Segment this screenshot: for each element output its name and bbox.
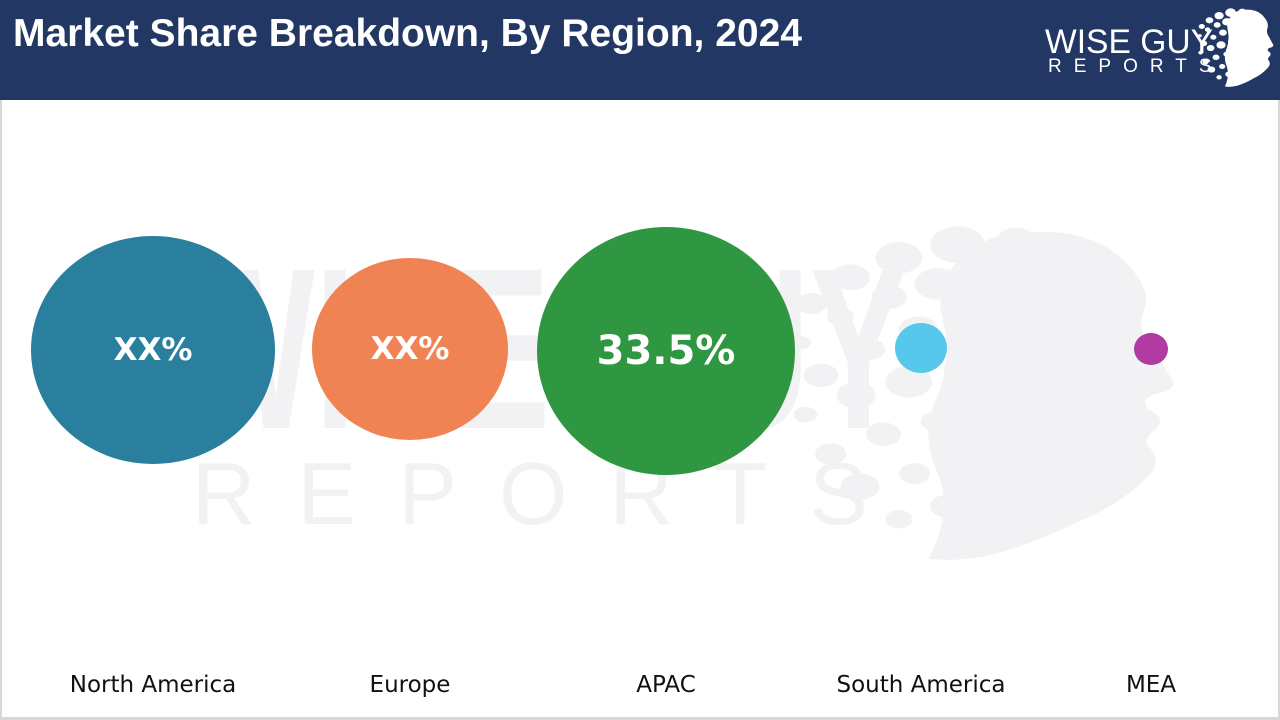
watermark-tagline: REPORTS — [192, 444, 910, 543]
category-label-mea: MEA — [1125, 672, 1177, 698]
category-label-south-america: South America — [836, 672, 1006, 698]
bubble-south-america — [895, 323, 947, 373]
bubble-value-label: 33.5% — [596, 328, 736, 374]
bubble-mea — [1134, 333, 1168, 365]
bubble-apac: 33.5% — [537, 227, 795, 475]
header-bar: Market Share Breakdown, By Region, 2024 … — [0, 0, 1280, 100]
wiseguy-logo: WISE GUY REPORTS — [1045, 8, 1274, 87]
chart-canvas: WISE GUY REPORTS XX%XX%33.5% North Ameri… — [0, 100, 1280, 720]
bubble-value-label: XX% — [370, 331, 450, 367]
bubble-europe: XX% — [312, 258, 508, 440]
bubble-north-america: XX% — [31, 236, 275, 464]
watermark-head-icon — [791, 226, 1174, 560]
page-title: Market Share Breakdown, By Region, 2024 — [13, 12, 802, 55]
bubble-value-label: XX% — [113, 332, 193, 368]
logo-wordmark: WISE GUY — [1045, 23, 1213, 61]
category-label-north-america: North America — [69, 672, 237, 698]
logo-tagline: REPORTS — [1048, 56, 1224, 77]
category-label-apac: APAC — [636, 672, 696, 698]
category-label-europe: Europe — [369, 672, 451, 698]
